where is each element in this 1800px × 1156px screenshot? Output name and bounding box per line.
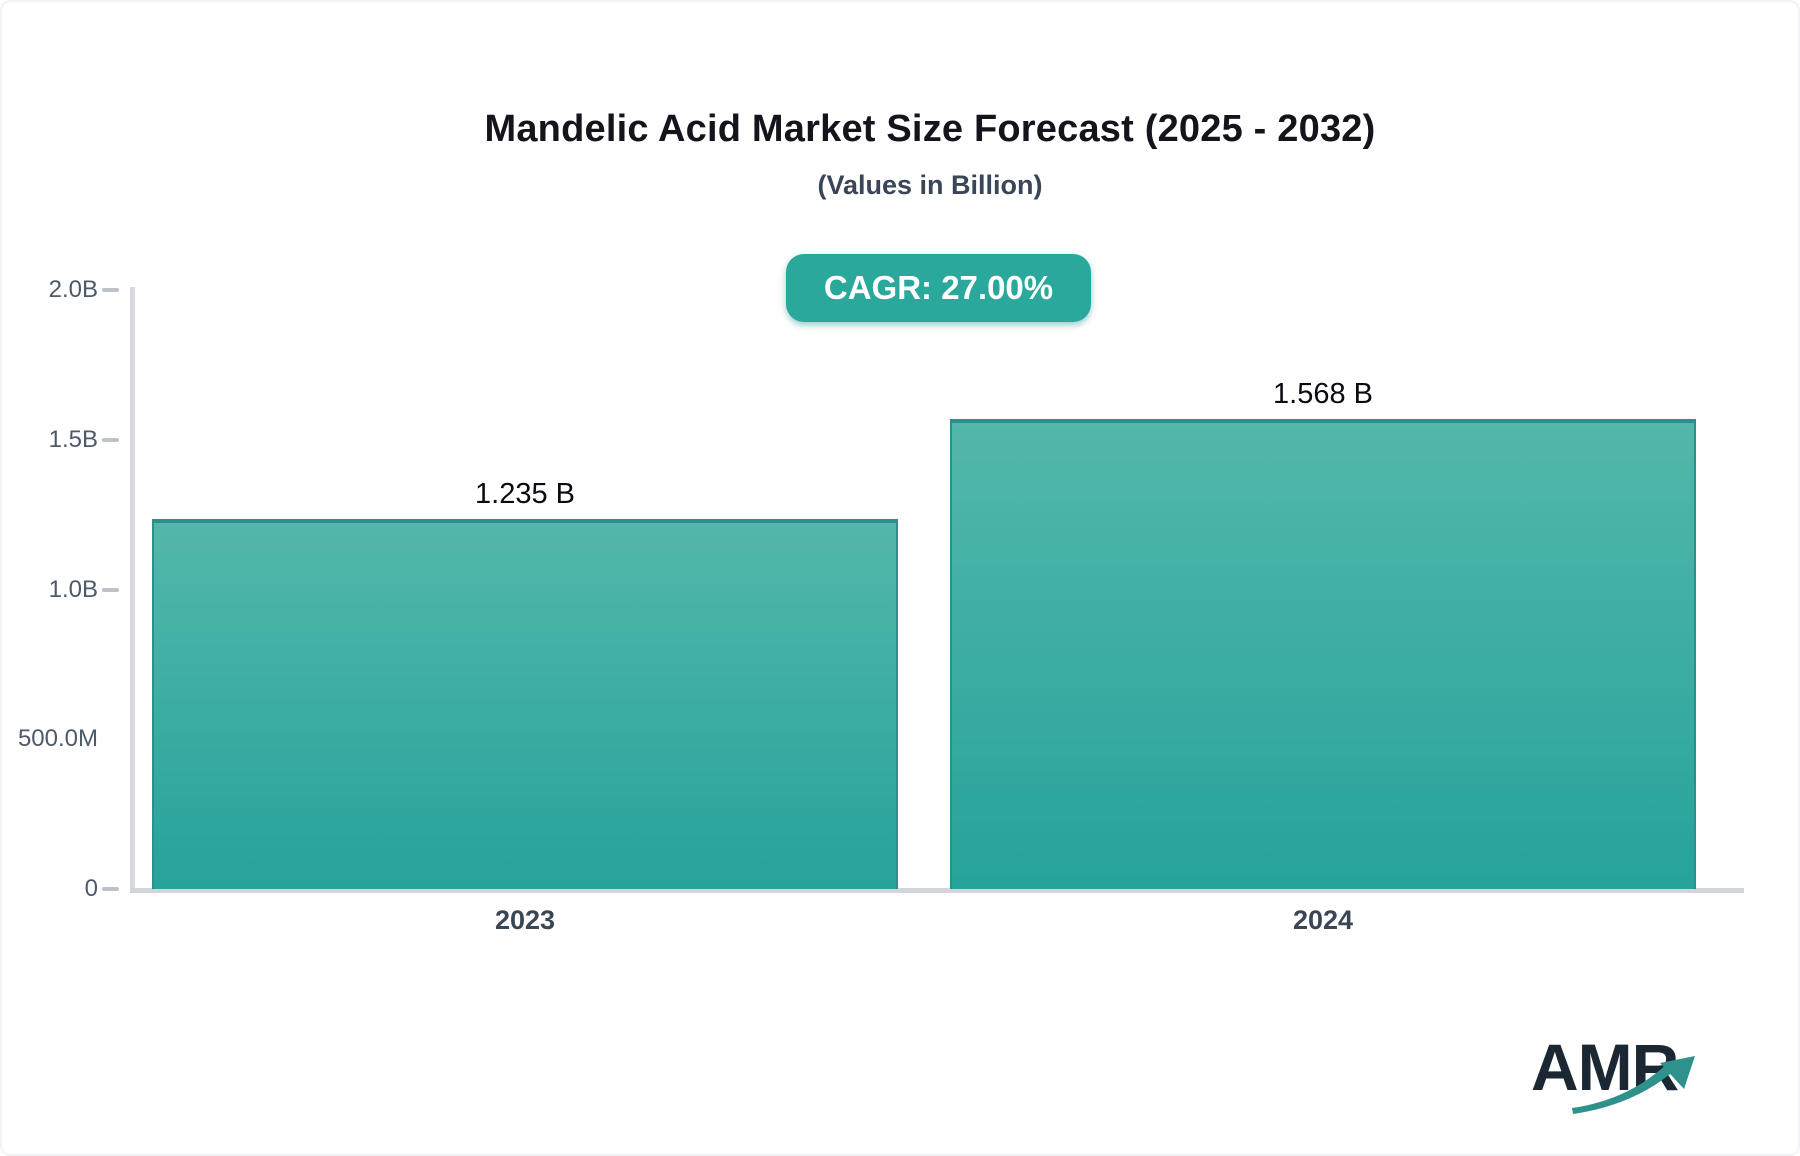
bar-value-label: 1.568 B [1273, 378, 1373, 411]
y-tick-dash [102, 288, 119, 292]
y-tick-label: 1.0B [48, 575, 98, 603]
y-tick-label: 2.0B [48, 276, 98, 303]
y-tick-dash [102, 887, 119, 891]
amr-logo: AMR [1531, 1034, 1703, 1114]
x-axis-line [130, 888, 1744, 893]
y-tick-label: 500.0M [17, 725, 98, 753]
bar-2024[interactable] [950, 419, 1696, 889]
bar-2023[interactable] [152, 519, 898, 889]
page-title: Mandelic Acid Market Size Forecast (2025… [484, 108, 1376, 150]
y-tick-dash [102, 437, 119, 442]
trend-up-arrow-icon [1572, 1056, 1695, 1114]
cagr-badge: CAGR: 27.00% [785, 254, 1092, 322]
y-tick-dash [102, 587, 119, 592]
cagr-badge-row: CAGR: 27.00% [133, 254, 1744, 322]
y-tick-label: 0 [84, 875, 98, 902]
y-axis-line [130, 287, 135, 892]
bar-value-label: 1.235 B [475, 478, 575, 511]
y-tick-label: 1.5B [48, 425, 98, 453]
x-category-label: 2023 [494, 905, 556, 935]
x-category-label: 2024 [1292, 905, 1354, 935]
plot-area: 1.235 B 1.568 B [133, 290, 1744, 889]
amr-logo-text: AMR [1531, 1030, 1679, 1104]
page-subtitle: (Values in Billion) [817, 170, 1043, 200]
